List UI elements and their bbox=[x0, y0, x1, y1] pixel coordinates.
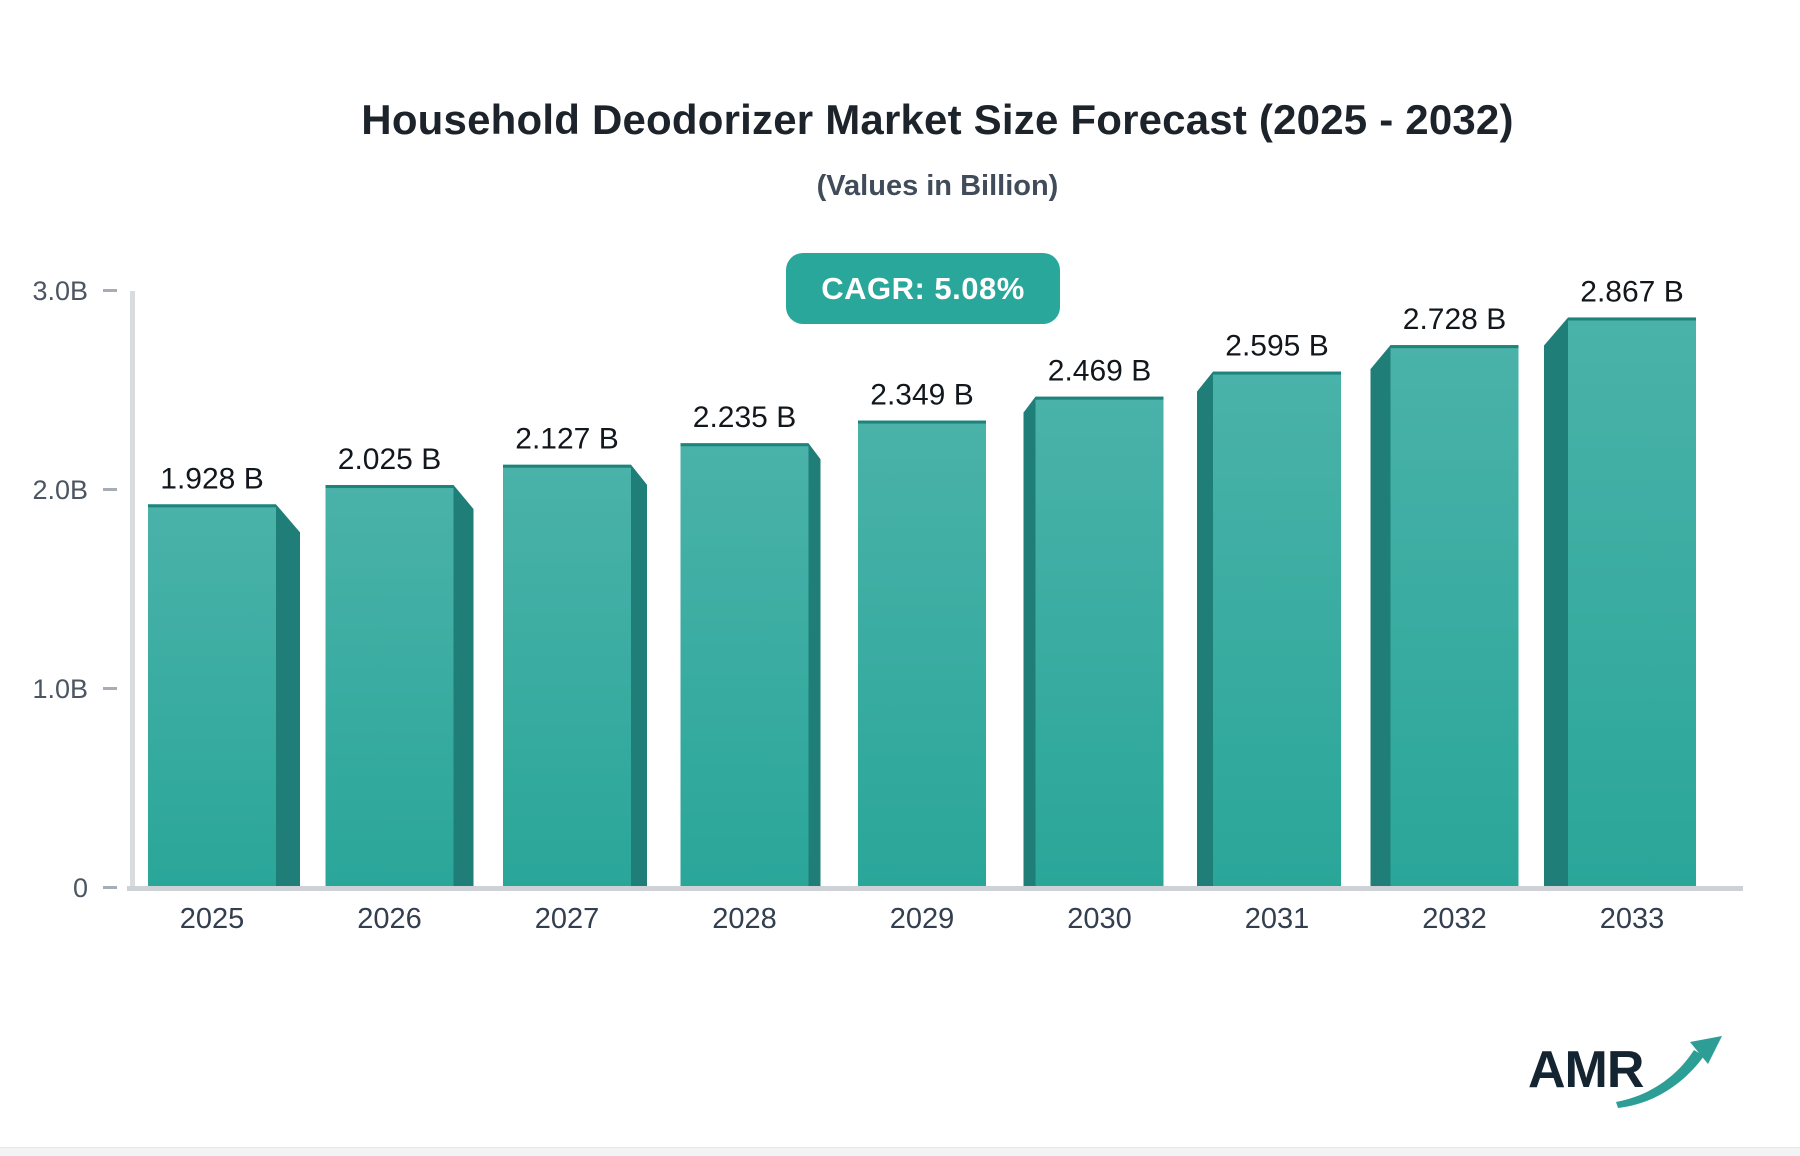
bar-2029 bbox=[858, 420, 986, 888]
cagr-badge-label: CAGR: 5.08% bbox=[821, 270, 1025, 306]
y-axis-tick-label: 3.0B bbox=[32, 276, 88, 306]
x-axis-label: 2032 bbox=[1422, 903, 1487, 935]
bar-side-face bbox=[808, 443, 821, 888]
x-axis-label: 2033 bbox=[1600, 903, 1665, 935]
bar-side-face bbox=[1370, 345, 1391, 888]
bar-value-label: 2.025 B bbox=[338, 443, 441, 476]
bar-top-edge bbox=[503, 464, 631, 468]
bar-top-edge bbox=[1213, 371, 1341, 375]
bar-side-face bbox=[453, 485, 474, 888]
amr-logo-text: AMR bbox=[1528, 1041, 1644, 1099]
bar-2028 bbox=[680, 443, 809, 888]
bar-side-face bbox=[276, 504, 300, 888]
chart-title: Household Deodorizer Market Size Forecas… bbox=[361, 96, 1514, 143]
bar-value-label: 2.127 B bbox=[515, 423, 618, 456]
bar-2030 bbox=[1035, 396, 1164, 888]
bar-value-label: 2.469 B bbox=[1048, 355, 1151, 388]
y-axis-tick-label: 0 bbox=[73, 873, 88, 903]
bar-value-label: 1.928 B bbox=[160, 462, 263, 495]
bar-side-face bbox=[631, 464, 647, 888]
y-axis-tick-mark bbox=[103, 886, 117, 889]
x-axis-label: 2025 bbox=[180, 903, 245, 935]
bar-top-edge bbox=[325, 485, 454, 489]
bar-top-edge bbox=[1035, 396, 1164, 400]
y-axis-tick-mark bbox=[103, 289, 117, 292]
bar-top-edge bbox=[858, 420, 986, 424]
bar-2025 bbox=[148, 504, 276, 888]
page-bottom-strip bbox=[0, 1147, 1800, 1156]
bar-side-face bbox=[1197, 371, 1213, 889]
x-axis-label: 2030 bbox=[1067, 903, 1132, 935]
bar-side-face bbox=[1023, 396, 1036, 888]
bar-top-edge bbox=[1568, 317, 1696, 321]
bar-2031 bbox=[1213, 371, 1341, 889]
x-axis-label: 2026 bbox=[357, 903, 422, 935]
bar-value-label: 2.728 B bbox=[1403, 303, 1506, 336]
bar-top-edge bbox=[680, 443, 809, 447]
bar-top-edge bbox=[1390, 345, 1519, 349]
bar-2026 bbox=[325, 485, 454, 888]
amr-logo: AMR bbox=[1528, 1034, 1728, 1124]
cagr-badge: CAGR: 5.08% bbox=[786, 253, 1060, 324]
bar-2033 bbox=[1568, 317, 1696, 888]
bar-value-label: 2.235 B bbox=[693, 401, 796, 434]
bar-value-label: 2.867 B bbox=[1580, 275, 1683, 308]
y-axis-tick-mark bbox=[103, 687, 117, 690]
bar-side-face bbox=[1544, 317, 1568, 888]
bar-2032 bbox=[1390, 345, 1519, 888]
bar-value-label: 2.595 B bbox=[1225, 330, 1328, 363]
y-axis-tick-label: 1.0B bbox=[32, 674, 88, 704]
chart-subtitle: (Values in Billion) bbox=[816, 170, 1059, 202]
x-axis-label: 2031 bbox=[1245, 903, 1310, 935]
y-axis-line bbox=[130, 291, 135, 890]
x-axis-line bbox=[127, 886, 1743, 891]
x-axis-label: 2028 bbox=[712, 903, 777, 935]
bar-top-edge bbox=[148, 504, 276, 508]
x-axis-label: 2027 bbox=[535, 903, 600, 935]
bar-2027 bbox=[503, 464, 631, 888]
y-axis-tick-mark bbox=[103, 488, 117, 491]
growth-arrow-icon bbox=[1616, 1036, 1722, 1108]
y-axis-tick-label: 2.0B bbox=[32, 475, 88, 505]
bar-value-label: 2.349 B bbox=[870, 379, 973, 412]
x-axis-label: 2029 bbox=[890, 903, 955, 935]
